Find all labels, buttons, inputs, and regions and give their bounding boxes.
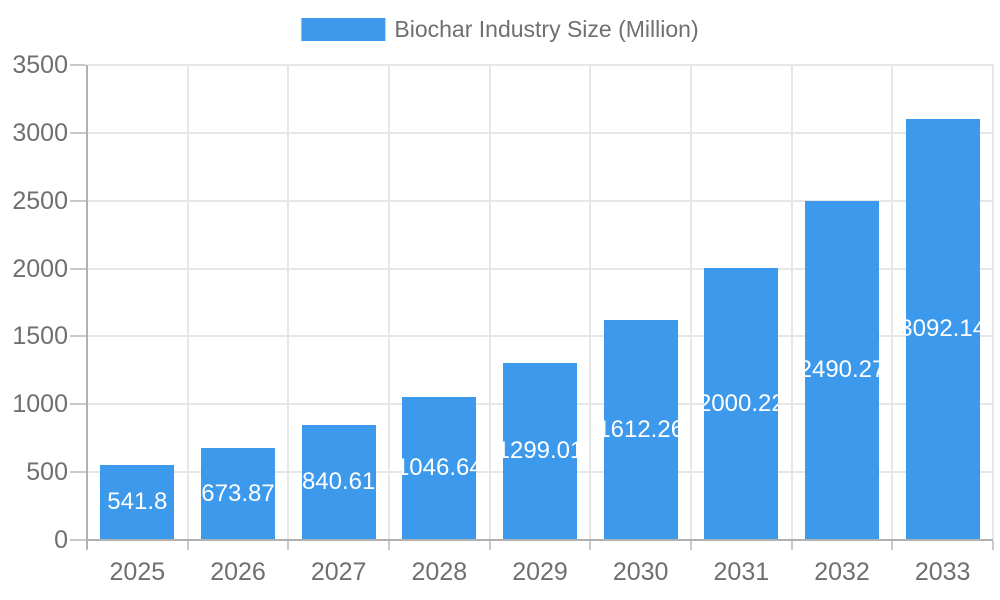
x-axis-tick-label: 2033 xyxy=(914,558,971,586)
bar-2030[interactable]: 1612.26 xyxy=(603,320,678,539)
bar-value-label: 673.87 xyxy=(201,479,275,507)
y-axis-tick xyxy=(70,267,86,270)
gridline-vertical xyxy=(488,65,491,540)
bar-value-label: 541.8 xyxy=(107,488,168,515)
y-axis-tick-label: 2500 xyxy=(12,186,68,215)
y-axis-tick xyxy=(70,199,86,202)
bar-2025[interactable]: 541.8 xyxy=(100,465,175,539)
gridline-horizontal xyxy=(87,267,993,270)
x-axis-tick xyxy=(690,541,692,550)
bar-2029[interactable]: 1299.01 xyxy=(503,363,577,539)
y-axis-tick xyxy=(70,64,86,67)
y-axis-line xyxy=(86,65,88,549)
x-axis-tick-label: 2028 xyxy=(411,558,468,586)
bar-value-label: 2490.27 xyxy=(805,356,879,383)
y-axis-tick xyxy=(70,471,86,474)
y-axis-tick xyxy=(70,539,86,541)
gridline-vertical xyxy=(388,65,390,540)
x-axis-tick-label: 2027 xyxy=(310,558,367,586)
y-axis-tick-label: 2000 xyxy=(12,254,68,283)
bar-value-label: 2000.22 xyxy=(704,389,779,417)
bar-value-label: 1046.64 xyxy=(402,454,477,481)
y-axis-tick-label: 3500 xyxy=(12,51,68,79)
gridline-horizontal xyxy=(87,335,993,338)
bar-2028[interactable]: 1046.64 xyxy=(402,397,477,539)
bar-2033[interactable]: 3092.14 xyxy=(905,119,980,539)
x-axis-line xyxy=(87,539,993,541)
y-axis-tick-label: 1500 xyxy=(12,322,68,351)
y-axis-tick-label: 500 xyxy=(26,458,68,487)
gridline-horizontal xyxy=(87,199,993,202)
x-axis-tick xyxy=(992,541,994,550)
x-axis-tick-label: 2032 xyxy=(814,558,870,586)
x-axis-tick xyxy=(790,541,793,550)
y-axis-tick-label: 3000 xyxy=(12,118,68,147)
bar-value-label: 1612.26 xyxy=(603,415,678,443)
x-axis-tick xyxy=(891,541,894,550)
bar-2031[interactable]: 2000.22 xyxy=(704,268,779,539)
x-axis-tick-label: 2026 xyxy=(210,558,266,586)
x-axis-tick xyxy=(488,541,491,550)
y-axis-tick xyxy=(70,131,86,134)
plot-area: 541.8 673.87 840.61 1046.64 1299.01 1612.26 20… xyxy=(70,64,994,550)
x-axis-tick-label: 2025 xyxy=(109,558,166,586)
x-axis-tick-label: 2029 xyxy=(512,558,568,586)
gridline-horizontal xyxy=(87,131,993,134)
bar-value-label: 840.61 xyxy=(301,468,376,495)
gridline-vertical xyxy=(992,65,994,540)
x-axis-tick xyxy=(388,541,390,550)
y-axis-tick-label: 1000 xyxy=(12,390,68,419)
x-axis-tick xyxy=(186,541,189,550)
gridline-vertical xyxy=(186,65,189,540)
gridline-vertical xyxy=(891,65,894,540)
x-axis-tick-label: 2030 xyxy=(612,558,669,586)
bar-2026[interactable]: 673.87 xyxy=(201,448,275,539)
y-axis-tick xyxy=(70,335,86,338)
gridline-vertical xyxy=(589,65,592,540)
chart-legend[interactable]: Biochar Industry Size (Million) xyxy=(301,16,699,43)
bar-value-label: 1299.01 xyxy=(503,437,577,464)
bar-value-label: 3092.14 xyxy=(905,315,980,342)
gridline-horizontal xyxy=(87,64,993,67)
gridline-vertical xyxy=(287,65,290,540)
gridline-vertical xyxy=(690,65,692,540)
x-axis-tick xyxy=(589,541,592,550)
bar-2027[interactable]: 840.61 xyxy=(301,425,376,539)
gridline-vertical xyxy=(790,65,793,540)
x-axis-tick xyxy=(287,541,290,550)
legend-swatch-icon xyxy=(301,18,386,41)
x-axis-tick-label: 2031 xyxy=(713,558,770,586)
legend-label: Biochar Industry Size (Million) xyxy=(394,16,699,42)
y-axis-tick xyxy=(70,403,86,406)
y-axis-tick-label: 0 xyxy=(54,526,68,554)
bar-2032[interactable]: 2490.27 xyxy=(805,201,879,539)
